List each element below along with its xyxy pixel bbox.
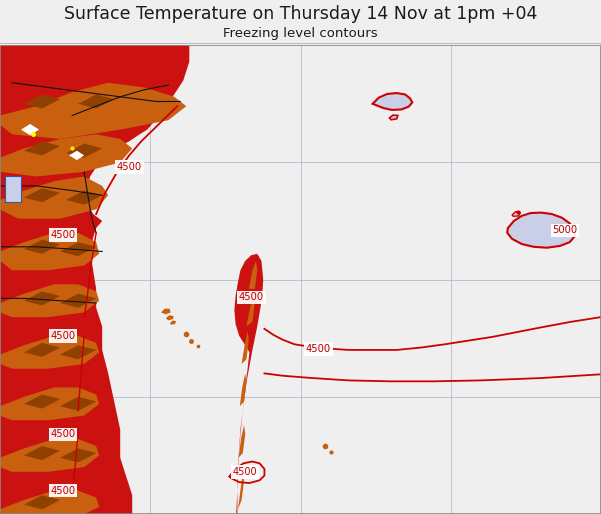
- Text: Surface Temperature on Thursday 14 Nov at 1pm +04: Surface Temperature on Thursday 14 Nov a…: [64, 6, 537, 24]
- Polygon shape: [249, 261, 257, 289]
- Polygon shape: [0, 490, 99, 514]
- Text: 4500: 4500: [50, 429, 76, 439]
- Polygon shape: [0, 336, 99, 369]
- Polygon shape: [24, 240, 60, 254]
- Polygon shape: [389, 115, 398, 120]
- Polygon shape: [24, 343, 60, 357]
- Polygon shape: [234, 254, 263, 514]
- Polygon shape: [242, 331, 249, 364]
- Polygon shape: [60, 448, 96, 463]
- Polygon shape: [66, 191, 102, 205]
- Polygon shape: [0, 439, 99, 472]
- Polygon shape: [0, 284, 99, 317]
- Text: 4500: 4500: [117, 162, 142, 172]
- Polygon shape: [507, 213, 575, 248]
- Polygon shape: [246, 293, 255, 326]
- Polygon shape: [21, 124, 39, 135]
- Polygon shape: [60, 293, 96, 308]
- Polygon shape: [240, 373, 246, 406]
- Polygon shape: [60, 397, 96, 411]
- Polygon shape: [161, 309, 171, 314]
- Polygon shape: [24, 291, 60, 305]
- Polygon shape: [24, 394, 60, 409]
- Polygon shape: [0, 83, 186, 139]
- Polygon shape: [166, 315, 174, 320]
- Polygon shape: [239, 425, 245, 458]
- Polygon shape: [170, 320, 176, 325]
- Polygon shape: [0, 176, 108, 218]
- Polygon shape: [69, 151, 84, 160]
- Polygon shape: [0, 388, 99, 420]
- Text: 4500: 4500: [50, 486, 76, 495]
- Polygon shape: [373, 93, 412, 110]
- Text: 4500: 4500: [50, 230, 76, 240]
- Polygon shape: [60, 345, 96, 359]
- Text: 4500: 4500: [50, 331, 76, 341]
- Polygon shape: [24, 95, 60, 108]
- Polygon shape: [512, 212, 520, 216]
- Polygon shape: [24, 446, 60, 460]
- Polygon shape: [0, 134, 132, 176]
- Polygon shape: [0, 45, 189, 514]
- Text: 4500: 4500: [239, 292, 264, 302]
- Polygon shape: [60, 242, 96, 256]
- Text: 5000: 5000: [552, 226, 578, 235]
- Polygon shape: [24, 141, 60, 155]
- Text: 4500: 4500: [306, 344, 331, 354]
- Polygon shape: [66, 144, 102, 158]
- Polygon shape: [24, 495, 60, 509]
- Polygon shape: [5, 176, 21, 203]
- Polygon shape: [0, 233, 99, 270]
- Polygon shape: [24, 188, 60, 203]
- Text: Freezing level contours: Freezing level contours: [223, 27, 378, 40]
- Polygon shape: [78, 95, 114, 108]
- Text: 4500: 4500: [233, 467, 257, 477]
- Polygon shape: [238, 472, 244, 509]
